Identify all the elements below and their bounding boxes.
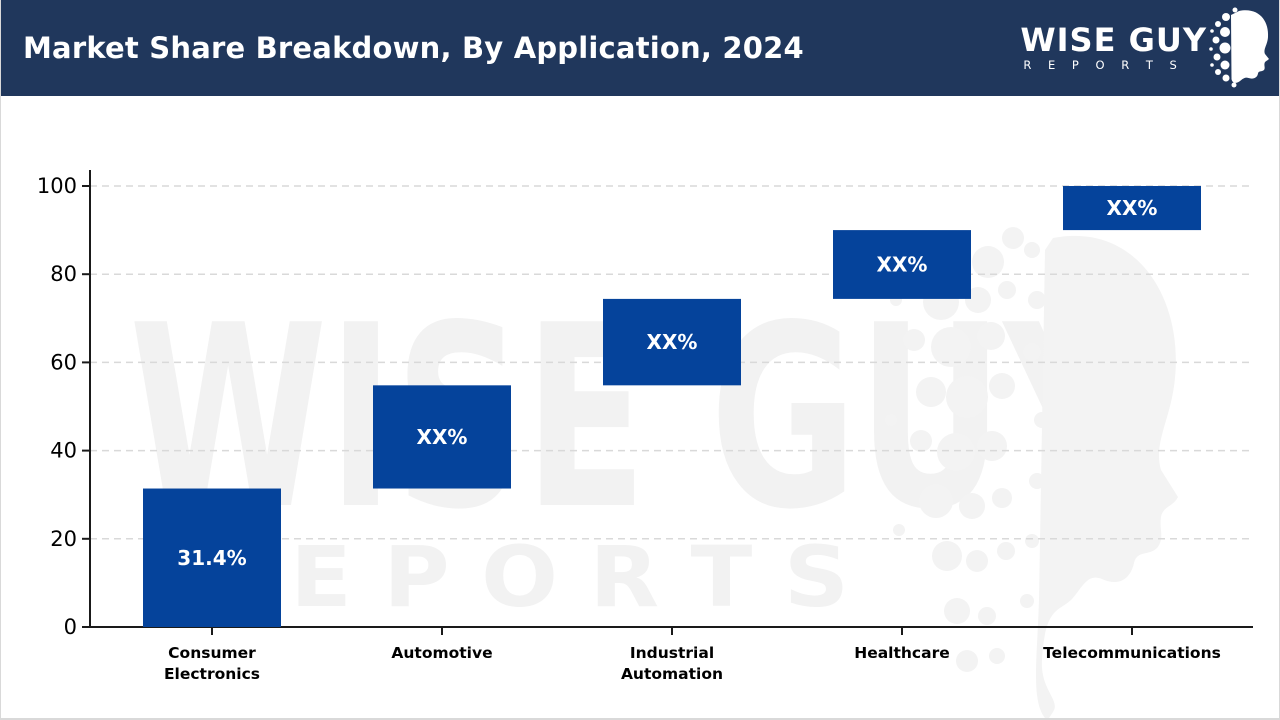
watermark-face-silhouette [1036, 235, 1178, 718]
brand-name: WISE GUY [1020, 21, 1207, 60]
bar-industrial-automation [603, 298, 741, 386]
y-tick-label-0: 0 [64, 615, 77, 639]
brand-subtitle: R E P O R T S [1023, 58, 1184, 73]
header-bar: Market Share Breakdown, By Application, … [1, 0, 1279, 96]
x-category-label-consumer-electronics-line2: Electronics [164, 665, 260, 683]
brand-face-icon [1209, 7, 1269, 88]
bar-healthcare [833, 230, 971, 299]
x-category-label-industrial-automation-line1: Industrial [630, 644, 714, 662]
bar-automotive [373, 385, 511, 489]
x-category-label-industrial-automation-line2: Automation [621, 665, 723, 683]
y-tick-label-60: 60 [50, 350, 77, 374]
x-category-label-consumer-electronics-line1: Consumer [168, 644, 256, 662]
brand-logo-text: WISE GUY R E P O R T S [1020, 24, 1207, 72]
bar-telecommunications [1063, 186, 1201, 231]
bar-value-label-telecommunications: XX% [1107, 196, 1158, 220]
chart-title: Market Share Breakdown, By Application, … [23, 31, 804, 65]
y-tick-label-40: 40 [50, 439, 77, 463]
bar-value-label-consumer-electronics: 31.4% [177, 546, 246, 570]
y-tick-label-20: 20 [50, 527, 77, 551]
brand-logo: WISE GUY R E P O R T S [1020, 7, 1279, 89]
x-category-label-telecommunications: Telecommunications [1043, 644, 1221, 662]
bar-value-label-automotive: XX% [417, 425, 468, 449]
bar-value-label-industrial-automation: XX% [647, 330, 698, 354]
y-tick-label-80: 80 [50, 262, 77, 286]
watermark-reports-text: R E P O R T S [189, 528, 849, 626]
y-tick-label-100: 100 [37, 174, 77, 198]
x-category-label-automotive: Automotive [391, 644, 492, 662]
bar-value-label-healthcare: XX% [877, 252, 928, 276]
bar-consumer-electronics [143, 488, 281, 627]
x-category-label-healthcare: Healthcare [854, 644, 950, 662]
